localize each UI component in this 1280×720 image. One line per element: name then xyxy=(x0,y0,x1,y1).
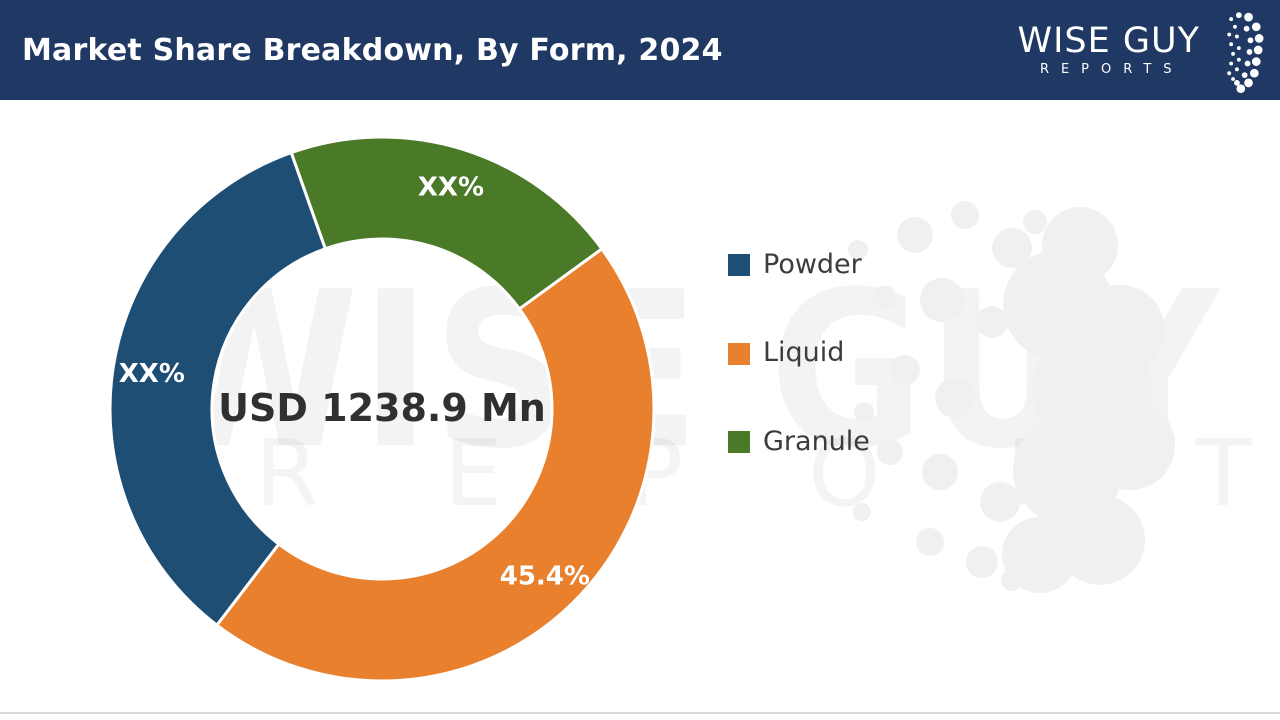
legend-swatch-powder xyxy=(728,254,750,277)
logo-wordmark: WISE GUY xyxy=(1017,20,1200,61)
brand-logo-text: WISE GUY REPORTS xyxy=(1017,20,1200,78)
segment-label-powder: XX% xyxy=(119,359,185,389)
legend-label-granule: Granule xyxy=(763,425,870,457)
donut-segment-powder xyxy=(108,151,327,627)
header-bar: Market Share Breakdown, By Form, 2024 WI… xyxy=(0,0,1280,100)
donut-segment-liquid xyxy=(215,247,656,683)
legend-label-powder: Powder xyxy=(763,249,862,280)
legend-label-liquid: Liquid xyxy=(763,337,845,369)
chart-legend: Powder Liquid Granule xyxy=(728,249,870,458)
chart-center-value: USD 1238.9 Mn xyxy=(218,386,546,430)
segment-label-granule: XX% xyxy=(418,173,484,203)
logo-subtext: REPORTS xyxy=(1039,62,1184,78)
legend-swatch-liquid xyxy=(728,342,750,365)
legend-item-granule: Granule xyxy=(728,426,870,458)
donut-segment-granule xyxy=(289,135,604,311)
logo-head-icon xyxy=(1227,12,1264,93)
footer-divider xyxy=(0,712,1280,714)
page-title: Market Share Breakdown, By Form, 2024 xyxy=(22,32,723,68)
legend-swatch-granule xyxy=(728,430,750,453)
legend-item-powder: Powder xyxy=(728,249,870,281)
brand-logo: WISE GUY REPORTS xyxy=(1017,0,1264,100)
segment-label-liquid: 45.4% xyxy=(500,562,590,592)
legend-item-liquid: Liquid xyxy=(728,337,870,369)
